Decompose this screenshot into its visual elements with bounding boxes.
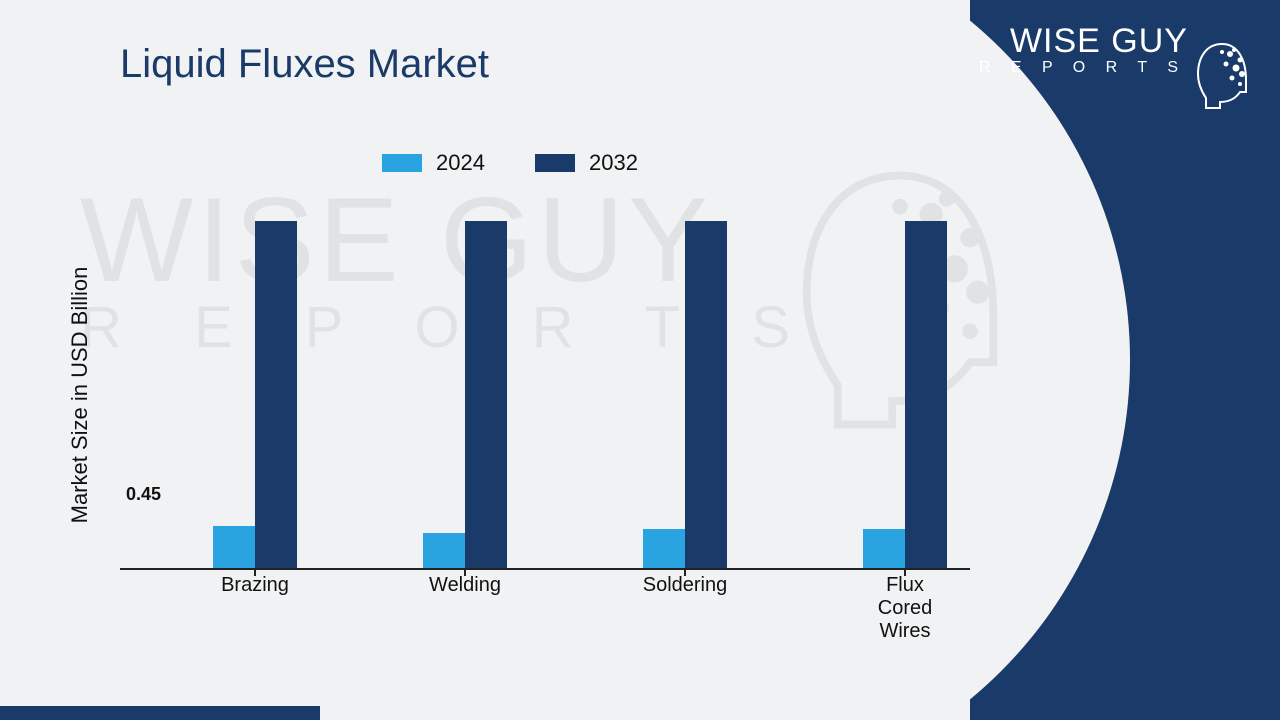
x-tick-label: FluxCoredWires: [830, 568, 980, 643]
x-tick-label: Brazing: [180, 568, 330, 597]
legend-item-2032: 2032: [535, 150, 638, 176]
legend-item-2024: 2024: [382, 150, 485, 176]
bar-2024: [643, 529, 685, 568]
bar-group: 0.45: [180, 221, 330, 568]
chart-title: Liquid Fluxes Market: [120, 42, 489, 87]
bar-2032: [905, 221, 947, 568]
value-label: 0.45: [126, 484, 161, 505]
legend: 2024 2032: [50, 150, 970, 176]
logo-line2: R E P O R T S: [979, 59, 1188, 77]
x-tick-mark: [684, 568, 686, 576]
bar-group: [830, 221, 980, 568]
bar-2032: [465, 221, 507, 568]
page: WISE GUY R E P O R T S WISE GUY R E P O …: [0, 0, 1280, 720]
x-tick-mark: [904, 568, 906, 576]
bar-2024: [423, 533, 465, 568]
bar-group: [390, 221, 540, 568]
bar-2032: [685, 221, 727, 568]
bar-group: [610, 221, 760, 568]
bar-chart: Market Size in USD Billion 2024 2032 0.4…: [50, 150, 970, 640]
brand-logo: WISE GUY R E P O R T S: [1043, 22, 1252, 77]
head-dots-icon: [1192, 40, 1252, 112]
legend-swatch-2032: [535, 154, 575, 172]
bar-2024: [213, 526, 255, 568]
plot-area: 0.45BrazingWeldingSolderingFluxCoredWire…: [120, 200, 970, 570]
legend-label-2024: 2024: [436, 150, 485, 176]
bar-2024: [863, 529, 905, 568]
x-tick-mark: [254, 568, 256, 576]
logo-line1: WISE GUY: [979, 22, 1188, 61]
legend-swatch-2024: [382, 154, 422, 172]
x-tick-label: Soldering: [610, 568, 760, 597]
bar-2032: [255, 221, 297, 568]
y-axis-label: Market Size in USD Billion: [67, 195, 93, 595]
x-tick-mark: [464, 568, 466, 576]
x-tick-label: Welding: [390, 568, 540, 597]
footer-accent-bar: [0, 706, 320, 720]
legend-label-2032: 2032: [589, 150, 638, 176]
